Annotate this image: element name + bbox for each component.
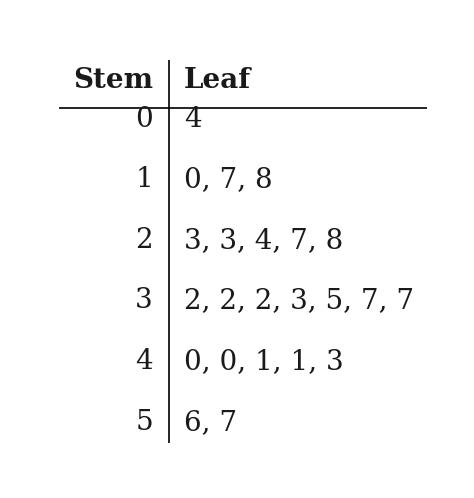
Text: 3: 3 (135, 287, 153, 314)
Text: Leaf: Leaf (184, 67, 251, 94)
Text: 0, 7, 8: 0, 7, 8 (184, 166, 273, 193)
Text: 1: 1 (135, 166, 153, 193)
Text: 6, 7: 6, 7 (184, 409, 237, 436)
Text: 0: 0 (135, 106, 153, 132)
Text: 5: 5 (135, 409, 153, 436)
Text: 2, 2, 2, 3, 5, 7, 7: 2, 2, 2, 3, 5, 7, 7 (184, 287, 414, 314)
Text: 0, 0, 1, 1, 3: 0, 0, 1, 1, 3 (184, 348, 344, 375)
Text: Stem: Stem (73, 67, 153, 94)
Text: 3, 3, 4, 7, 8: 3, 3, 4, 7, 8 (184, 227, 343, 254)
Text: 4: 4 (135, 348, 153, 375)
Text: 2: 2 (135, 227, 153, 254)
Text: 4: 4 (184, 106, 202, 132)
